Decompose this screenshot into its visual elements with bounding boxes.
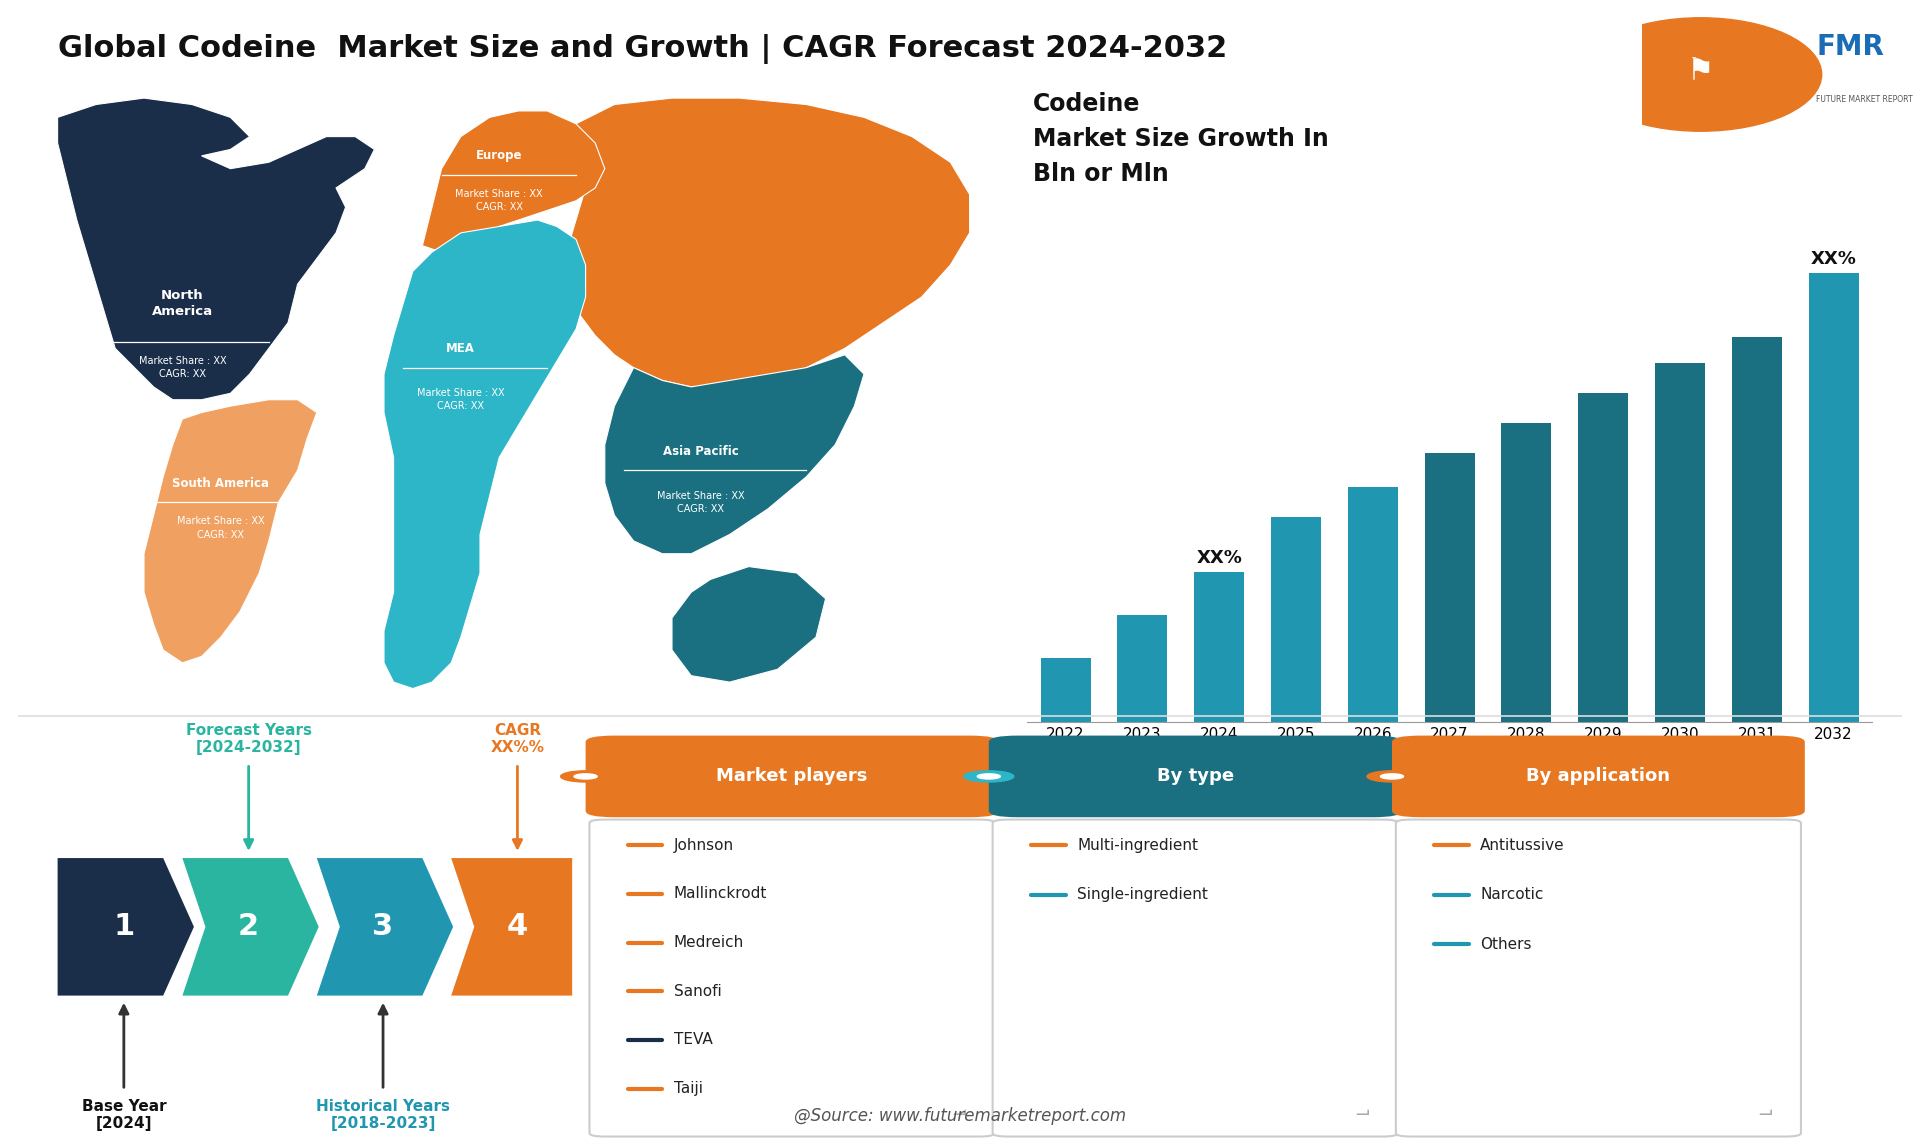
Text: FMR: FMR	[1816, 33, 1884, 61]
Text: Base Year
[2024]: Base Year [2024]	[81, 1099, 167, 1131]
Polygon shape	[422, 111, 605, 252]
FancyBboxPatch shape	[1396, 819, 1801, 1137]
Bar	[1348, 487, 1398, 722]
Text: ⚑: ⚑	[1688, 57, 1715, 86]
Text: ⌐: ⌐	[1350, 1101, 1367, 1121]
Bar	[1041, 658, 1091, 722]
Text: Narcotic: Narcotic	[1480, 887, 1544, 902]
Text: Single-ingredient: Single-ingredient	[1077, 887, 1208, 902]
Text: TEVA: TEVA	[674, 1033, 712, 1047]
Text: Europe: Europe	[476, 149, 522, 163]
Text: Antitussive: Antitussive	[1480, 838, 1565, 853]
Text: 1: 1	[113, 912, 134, 941]
Text: Market Share : XX
CAGR: XX: Market Share : XX CAGR: XX	[177, 517, 265, 540]
FancyBboxPatch shape	[589, 819, 995, 1137]
Circle shape	[561, 771, 611, 782]
Polygon shape	[605, 355, 864, 554]
Text: Forecast Years
[2024-2032]: Forecast Years [2024-2032]	[186, 722, 311, 755]
Text: XX%: XX%	[1811, 250, 1857, 268]
Bar	[1501, 423, 1551, 722]
Text: North
America: North America	[152, 289, 213, 317]
Text: Asia Pacific: Asia Pacific	[662, 445, 739, 457]
Bar	[1194, 572, 1244, 722]
Text: Market Share : XX
CAGR: XX: Market Share : XX CAGR: XX	[657, 490, 745, 515]
Text: ⌐: ⌐	[1753, 1101, 1770, 1121]
Bar	[1655, 363, 1705, 722]
Polygon shape	[672, 566, 826, 682]
Polygon shape	[451, 858, 572, 996]
Polygon shape	[58, 99, 374, 400]
Text: Market Share : XX
CAGR: XX: Market Share : XX CAGR: XX	[417, 388, 505, 411]
Text: By application: By application	[1526, 768, 1670, 785]
Text: South America: South America	[173, 477, 269, 489]
Text: 4: 4	[507, 912, 528, 941]
Polygon shape	[58, 858, 194, 996]
Circle shape	[964, 771, 1014, 782]
Text: Johnson: Johnson	[674, 838, 733, 853]
Polygon shape	[317, 858, 453, 996]
Text: XX%: XX%	[1196, 549, 1242, 567]
Text: Sanofi: Sanofi	[674, 983, 722, 999]
Text: CAGR
XX%%: CAGR XX%%	[490, 722, 545, 755]
Text: Codeine
Market Size Growth In
Bln or Mln: Codeine Market Size Growth In Bln or Mln	[1033, 92, 1329, 187]
Polygon shape	[384, 220, 586, 689]
Bar	[1117, 615, 1167, 722]
Text: ⌐: ⌐	[947, 1101, 964, 1121]
FancyBboxPatch shape	[586, 736, 998, 817]
Text: MEA: MEA	[445, 342, 476, 355]
Text: FUTURE MARKET REPORT: FUTURE MARKET REPORT	[1816, 95, 1912, 104]
Text: Medreich: Medreich	[674, 935, 745, 950]
Bar	[1425, 453, 1475, 722]
Circle shape	[1367, 771, 1417, 782]
Text: Multi-ingredient: Multi-ingredient	[1077, 838, 1198, 853]
Text: Global Codeine  Market Size and Growth | CAGR Forecast 2024-2032: Global Codeine Market Size and Growth | …	[58, 34, 1227, 64]
Polygon shape	[566, 99, 970, 387]
Text: Market Share : XX
CAGR: XX: Market Share : XX CAGR: XX	[455, 189, 543, 212]
Text: 2: 2	[238, 912, 259, 941]
FancyBboxPatch shape	[993, 819, 1398, 1137]
Text: Market Share : XX
CAGR: XX: Market Share : XX CAGR: XX	[138, 356, 227, 379]
Circle shape	[977, 774, 1000, 779]
Circle shape	[574, 774, 597, 779]
Bar	[1578, 393, 1628, 722]
Text: Taiji: Taiji	[674, 1081, 703, 1097]
FancyBboxPatch shape	[989, 736, 1402, 817]
Text: By type: By type	[1156, 768, 1235, 785]
Circle shape	[1380, 774, 1404, 779]
Bar	[1809, 273, 1859, 722]
Text: @Source: www.futuremarketreport.com: @Source: www.futuremarketreport.com	[795, 1107, 1125, 1125]
Text: Others: Others	[1480, 936, 1532, 951]
Polygon shape	[144, 400, 317, 662]
Text: 3: 3	[372, 912, 394, 941]
Text: Market players: Market players	[716, 768, 868, 785]
Text: Historical Years
[2018-2023]: Historical Years [2018-2023]	[317, 1099, 449, 1131]
Bar	[1271, 517, 1321, 722]
Polygon shape	[182, 858, 319, 996]
Text: Mallinckrodt: Mallinckrodt	[674, 886, 768, 902]
Circle shape	[1580, 17, 1822, 132]
Bar	[1732, 337, 1782, 722]
FancyBboxPatch shape	[1392, 736, 1805, 817]
